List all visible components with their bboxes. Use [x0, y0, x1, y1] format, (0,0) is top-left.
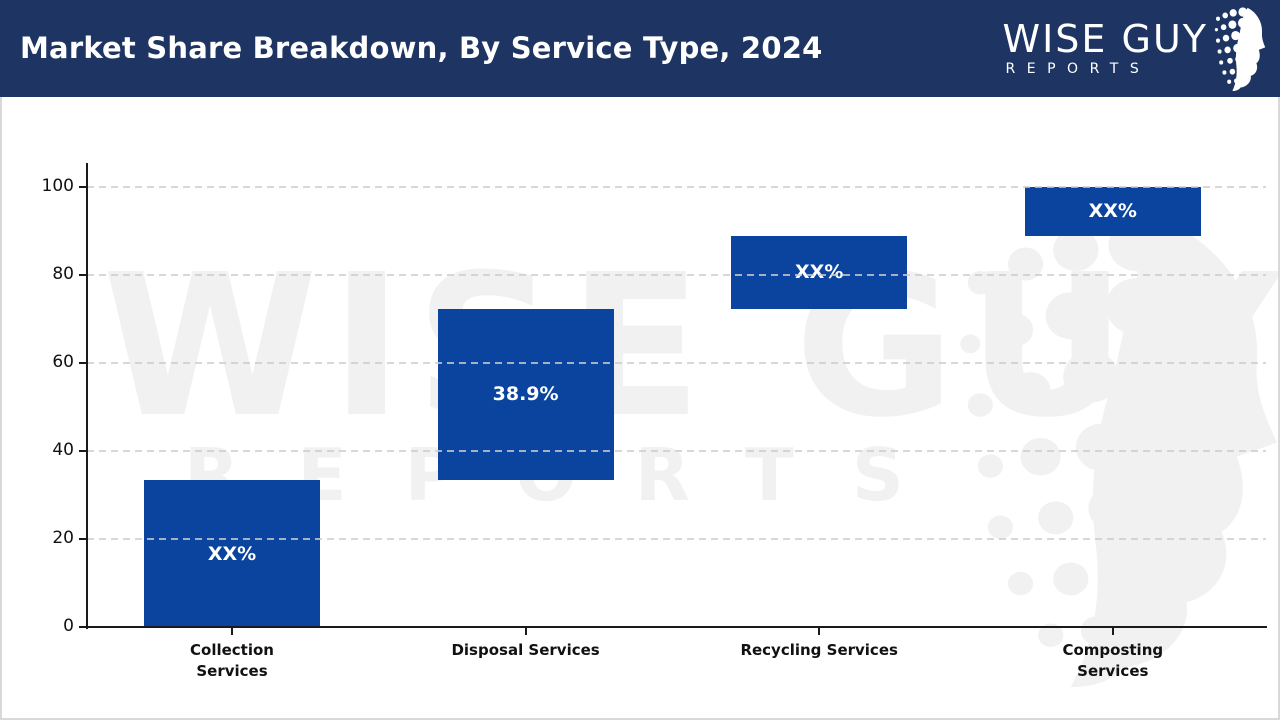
- x-category-label: Disposal Services: [451, 641, 600, 659]
- y-tick-mark: [79, 450, 87, 452]
- chart-area: WISE GUY REPORTS 020406080100XX%38.9%XX%…: [0, 97, 1280, 720]
- y-tick-mark: [79, 362, 87, 364]
- logo-wordmark: WISE GUY: [1002, 17, 1208, 61]
- bar: 38.9%: [437, 308, 614, 481]
- chart-title: Market Share Breakdown, By Service Type,…: [20, 30, 823, 65]
- bar-value-label: XX%: [1088, 200, 1137, 223]
- logo-subtext: REPORTS: [1005, 61, 1151, 77]
- x-category-label: Composting Services: [1062, 641, 1164, 680]
- x-tick-mark: [818, 627, 821, 635]
- bar: XX%: [144, 480, 320, 627]
- x-category-label: Recycling Services: [740, 641, 898, 659]
- y-tick-mark: [79, 538, 87, 540]
- grid-line: [87, 274, 1266, 276]
- y-tick-label: 60: [52, 352, 74, 372]
- y-tick-label: 100: [41, 176, 74, 196]
- x-tick-mark: [524, 627, 527, 635]
- x-tick-mark: [1111, 627, 1114, 635]
- bar-value-label: XX%: [207, 542, 257, 565]
- bar-value-label: 38.9%: [492, 383, 559, 406]
- grid-line: [87, 362, 1266, 364]
- y-tick-mark: [79, 626, 87, 628]
- x-axis: [86, 626, 1267, 628]
- y-axis: [86, 163, 88, 629]
- x-tick-mark: [231, 627, 233, 635]
- bar: XX%: [1024, 187, 1201, 236]
- face-profile: [1232, 7, 1266, 91]
- y-tick-label: 0: [63, 616, 74, 636]
- watermark-head-profile-icon: [960, 219, 1277, 687]
- bar-value-label: XX%: [795, 261, 844, 284]
- y-tick-label: 80: [52, 264, 74, 284]
- header: Market Share Breakdown, By Service Type,…: [0, 0, 1280, 97]
- watermark-wordmark: WISE GUY: [102, 233, 1280, 461]
- grid-line: [87, 450, 1266, 452]
- y-tick-mark: [79, 274, 87, 276]
- y-tick-label: 40: [52, 440, 74, 460]
- wise-guy-logo: WISE GUY REPORTS: [1003, 6, 1266, 91]
- grid-line: [87, 186, 1266, 188]
- y-tick-label: 20: [52, 528, 74, 548]
- grid-line: [87, 538, 1266, 540]
- bar: XX%: [731, 235, 908, 309]
- y-tick-mark: [79, 186, 87, 188]
- head-profile-icon: [1214, 6, 1266, 91]
- x-category-label: Collection Services: [190, 641, 274, 680]
- logo-text: WISE GUY REPORTS: [1003, 20, 1208, 77]
